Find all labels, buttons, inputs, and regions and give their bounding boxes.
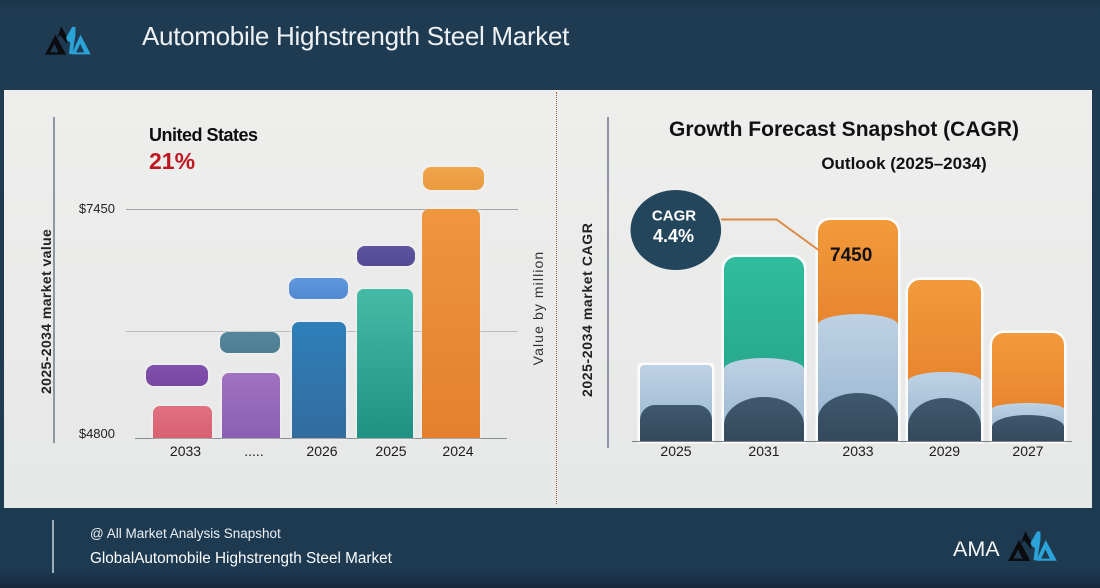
svg-text:4.4%: 4.4% <box>653 226 694 246</box>
svg-text:CAGR: CAGR <box>652 208 696 225</box>
